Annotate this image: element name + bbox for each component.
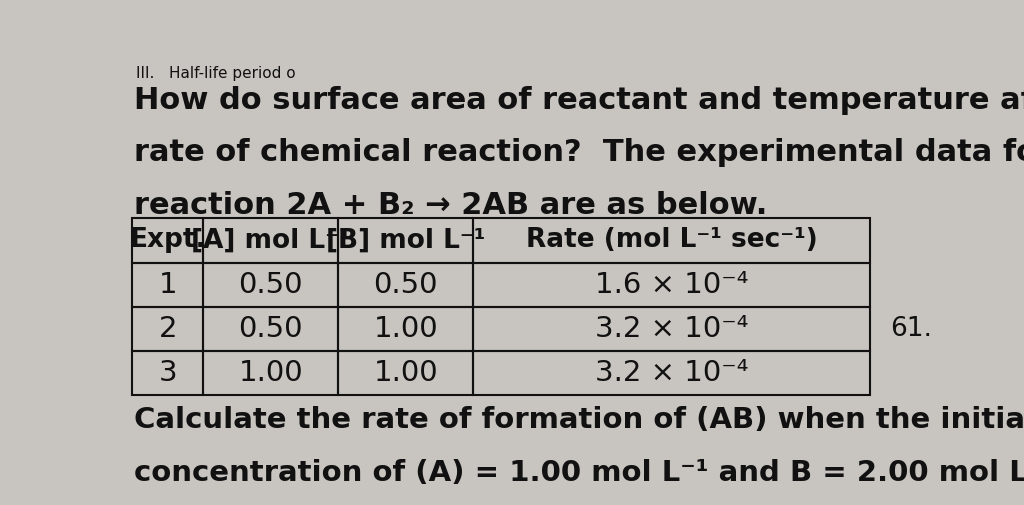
Text: How do surface area of reactant and temperature affect the: How do surface area of reactant and temp… (134, 86, 1024, 115)
Text: 61.: 61. (890, 316, 932, 342)
Text: reaction 2A + B₂ → 2AB are as below.: reaction 2A + B₂ → 2AB are as below. (134, 191, 768, 220)
Text: III.   Half-life period o: III. Half-life period o (136, 67, 296, 81)
Bar (204, 218, 338, 263)
Bar (204, 307, 338, 350)
Bar (338, 307, 473, 350)
Bar (132, 350, 204, 394)
Text: Expt.: Expt. (129, 227, 206, 254)
Bar (338, 263, 473, 307)
Bar (338, 350, 473, 394)
Text: 0.50: 0.50 (374, 271, 438, 299)
Bar (338, 218, 473, 263)
Text: 2: 2 (159, 315, 177, 343)
Text: Calculate the rate of formation of (AB) when the initial: Calculate the rate of formation of (AB) … (134, 407, 1024, 434)
Text: Rate (mol L⁻¹ sec⁻¹): Rate (mol L⁻¹ sec⁻¹) (525, 227, 817, 254)
Text: 3: 3 (159, 359, 177, 387)
Text: 1.00: 1.00 (374, 359, 438, 387)
Bar (473, 218, 870, 263)
Text: rate of chemical reaction?  The experimental data for the: rate of chemical reaction? The experimen… (134, 138, 1024, 167)
Text: 1: 1 (159, 271, 177, 299)
Bar (473, 307, 870, 350)
Bar (473, 350, 870, 394)
Text: [B] mol L⁻¹: [B] mol L⁻¹ (326, 227, 485, 254)
Bar (204, 350, 338, 394)
Text: 1.6 × 10⁻⁴: 1.6 × 10⁻⁴ (595, 271, 749, 299)
Text: 0.50: 0.50 (239, 315, 303, 343)
Bar (473, 263, 870, 307)
Bar (204, 263, 338, 307)
Text: 3.2 × 10⁻⁴: 3.2 × 10⁻⁴ (595, 359, 749, 387)
Bar (132, 307, 204, 350)
Text: concentration of (A) = 1.00 mol L⁻¹ and B = 2.00 mol L⁻¹.: concentration of (A) = 1.00 mol L⁻¹ and … (134, 459, 1024, 487)
Text: [A] mol L⁻¹: [A] mol L⁻¹ (191, 227, 350, 254)
Bar (132, 263, 204, 307)
Bar (132, 218, 204, 263)
Text: 1.00: 1.00 (239, 359, 303, 387)
Text: 1.00: 1.00 (374, 315, 438, 343)
Text: 3.2 × 10⁻⁴: 3.2 × 10⁻⁴ (595, 315, 749, 343)
Text: 0.50: 0.50 (239, 271, 303, 299)
